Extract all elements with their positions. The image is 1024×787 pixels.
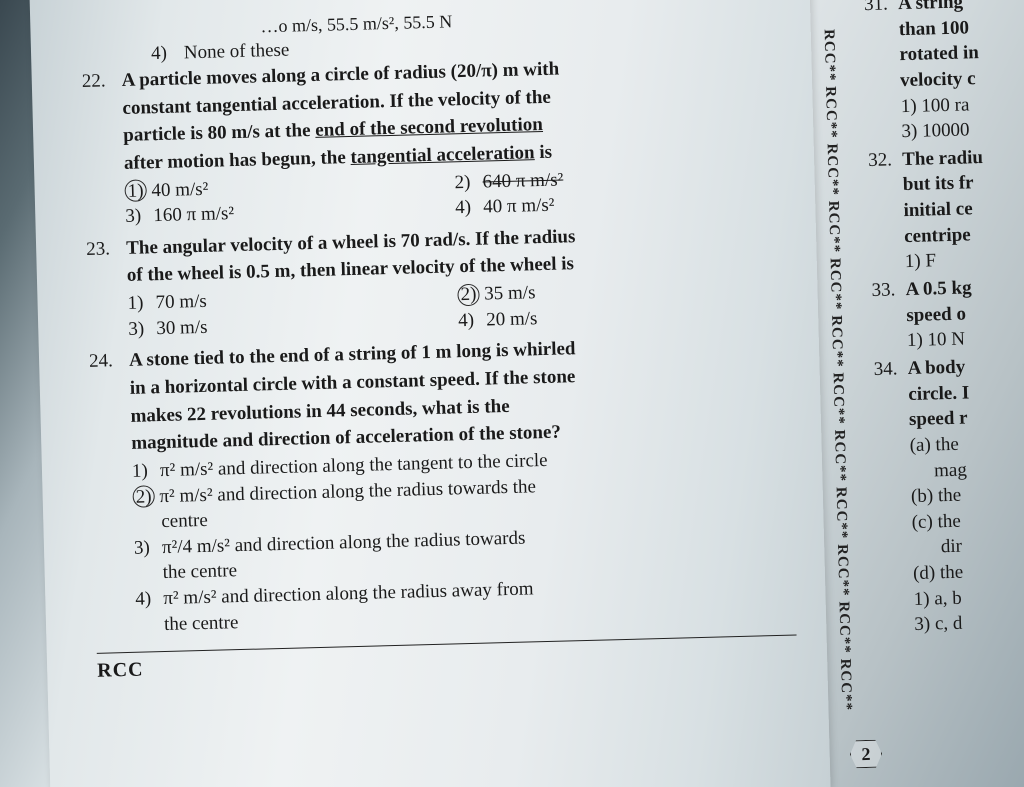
footer: RCC [97,635,798,685]
text-line: initial ce [903,195,1024,224]
opt-line: 1) F [905,246,1024,275]
opt-text: 70 m/s [155,291,207,313]
text-line: rotated in [899,39,1020,68]
options-list: 1)π² m/s² and direction along the tangen… [132,441,796,638]
opt-label: 4) [135,586,164,612]
question-body: A 0.5 kg speed o 1) 10 N [905,274,1024,354]
opt-line: 1) a, b [913,584,1024,613]
sub-line: (b) the [911,481,1024,510]
sub-line: dir [912,532,1024,561]
question-body: A string than 100 rotated in velocity c … [898,0,1022,145]
question-31: 31. A string than 100 rotated in velocit… [864,0,1022,146]
question-number: 23. [86,236,129,344]
text-line: centripe [904,221,1024,250]
text-line: A body [907,353,1024,382]
text-fragment: is [534,142,552,163]
question-body: A stone tied to the end of a string of 1… [129,331,796,638]
opt-line: 3) c, d [914,609,1024,638]
text-line: speed o [906,300,1024,329]
question-22: 22. A particle moves along a circle of r… [81,51,785,231]
question-body: The angular velocity of a wheel is 70 ra… [126,218,789,342]
page-number-badge: 2 [850,740,883,769]
text-underline: end of the second revolution [315,114,543,141]
question-24: 24. A stone tied to the end of a string … [89,331,796,639]
opt-text: None of these [184,40,290,64]
opt-text: 160 π m/s² [153,203,234,226]
question-body: A body circle. I speed r (a) the mag (b)… [907,353,1024,638]
opt-label-circled: 2) [457,283,480,306]
opt-text: 30 m/s [156,317,208,339]
opt-label: 2) [454,169,483,195]
text-line: The radiu [902,144,1023,173]
opt-text: 40 m/s² [151,178,208,200]
right-column: 31. A string than 100 rotated in velocit… [858,0,1024,772]
text-underline: tangential acceleration [350,142,535,168]
opt-text: 35 m/s [484,282,536,304]
opt-label-circled: 2) [132,485,155,508]
question-number: 32. [868,147,905,276]
page-number: 2 [850,740,883,769]
sub-line: (a) the [909,430,1024,459]
footer-text: RCC [97,659,144,682]
opt-line: 1) 10 N [907,325,1024,354]
question-number: 31. [864,0,902,146]
opt-text: 640 π m/s² [482,169,563,192]
opt-line: 1) 100 ra [900,91,1021,120]
question-number: 22. [81,68,125,231]
opt-text: 20 m/s [486,308,538,330]
question-number: 33. [871,277,907,355]
question-34: 34. A body circle. I speed r (a) the mag… [873,353,1024,639]
text-fragment: particle is 80 m/s at the [123,120,316,146]
opt-label: 1) [127,290,156,316]
sub-line: mag [910,455,1024,484]
text-line: circle. I [908,379,1024,408]
question-body: A particle moves along a circle of radiu… [121,51,785,230]
opt-label: 4) [458,307,487,333]
question-23: 23. The angular velocity of a wheel is 7… [86,218,789,343]
sub-line: (d) the [913,558,1024,587]
question-32: 32. The radiu but its fr initial ce cent… [868,144,1024,276]
opt-label-circled: 1) [124,179,147,202]
opt-label: 4) [151,41,180,67]
question-body: The radiu but its fr initial ce centripe… [902,144,1024,275]
opt-line: 3) 10000 [901,116,1022,145]
question-33: 33. A 0.5 kg speed o 1) 10 N [871,274,1024,355]
opt-label: 3) [128,316,157,342]
text-line: velocity c [900,65,1021,94]
main-page: …o m/s, 55.5 m/s², 55.5 N 4) None of the… [29,0,830,787]
text-line: but its fr [903,169,1024,198]
opt-text: 40 π m/s² [483,195,555,218]
opt-label: 3) [125,203,154,229]
text-line: speed r [909,404,1024,433]
text-line: than 100 [898,14,1019,43]
opt-label: 3) [134,535,163,561]
opt-label: 1) [132,458,161,484]
text-line: A 0.5 kg [905,274,1024,303]
text-fragment: after motion has begun, the [124,147,351,174]
sub-line: (c) the [911,507,1024,536]
opt-label: 4) [455,195,484,221]
